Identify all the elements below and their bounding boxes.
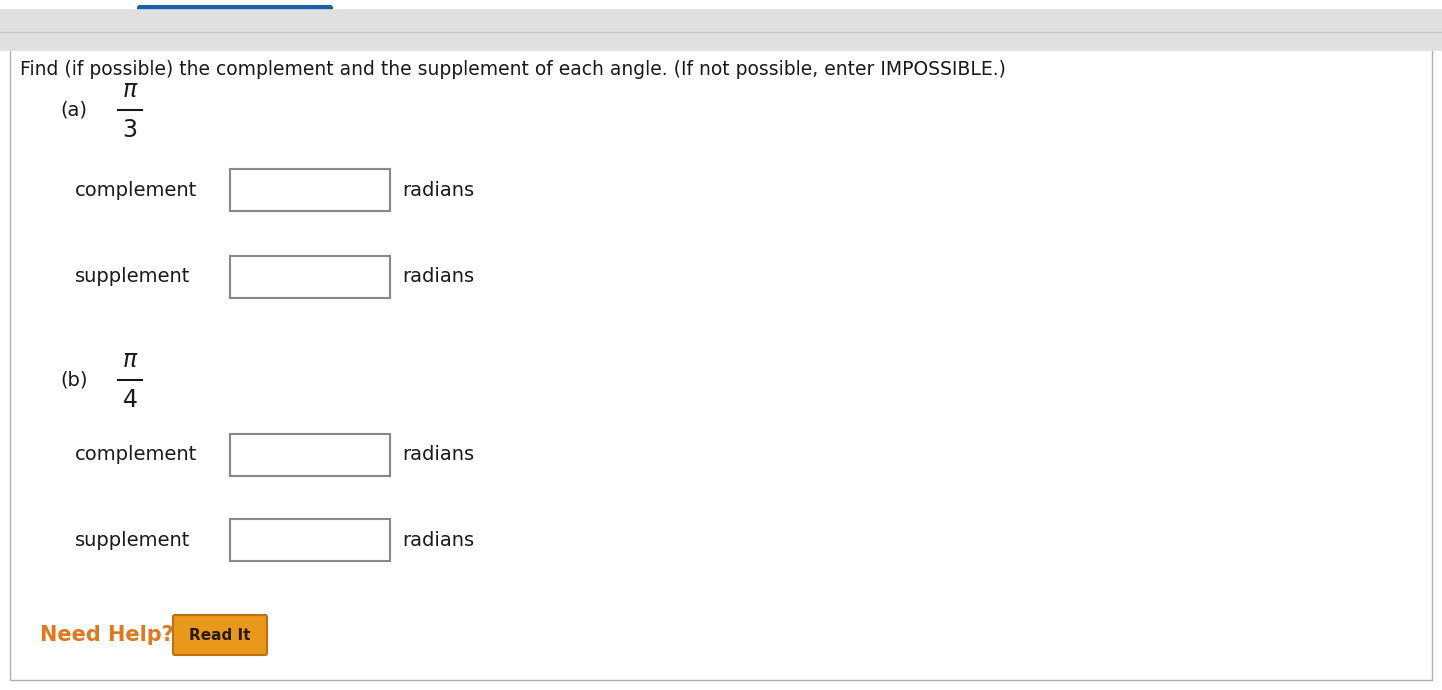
Text: supplement: supplement: [75, 268, 190, 286]
Text: Need Help?: Need Help?: [40, 625, 173, 645]
Text: 3: 3: [123, 118, 137, 142]
Bar: [231, 256, 389, 298]
Text: (a): (a): [61, 101, 87, 119]
FancyBboxPatch shape: [138, 6, 332, 32]
Text: radians: radians: [402, 531, 474, 549]
Bar: [231, 169, 389, 211]
Text: Find (if possible) the complement and the supplement of each angle. (If not poss: Find (if possible) the complement and th…: [20, 60, 1007, 79]
Text: radians: radians: [402, 268, 474, 286]
Text: supplement: supplement: [75, 531, 190, 549]
Bar: [231, 519, 389, 561]
Text: Read It: Read It: [189, 627, 251, 642]
Text: (b): (b): [61, 371, 88, 389]
Text: π: π: [123, 348, 137, 372]
Text: complement: complement: [75, 181, 198, 199]
Text: 4: 4: [123, 388, 137, 412]
Bar: [231, 434, 389, 476]
Text: radians: radians: [402, 181, 474, 199]
Text: π: π: [123, 78, 137, 102]
Text: radians: radians: [402, 446, 474, 464]
Text: complement: complement: [75, 446, 198, 464]
FancyBboxPatch shape: [173, 615, 267, 655]
